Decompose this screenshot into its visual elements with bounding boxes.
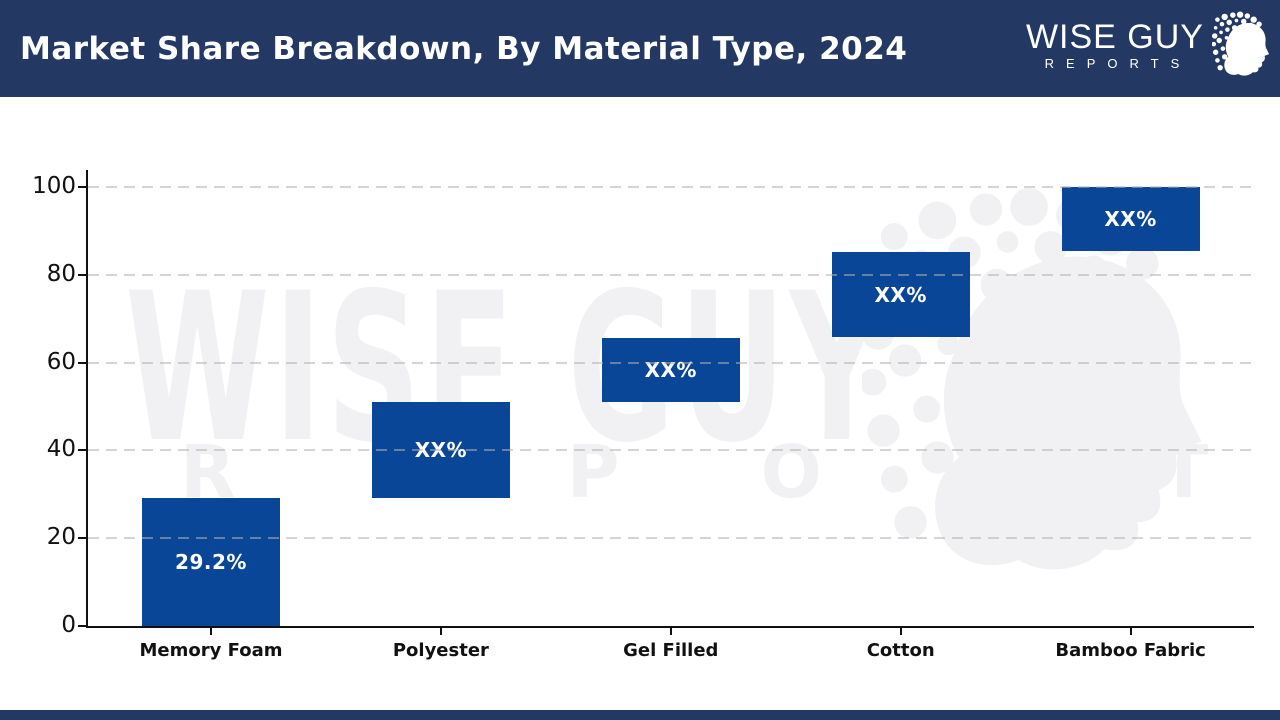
gridline (88, 361, 1254, 364)
footer-bar (0, 710, 1280, 720)
x-tick-mark (669, 628, 672, 635)
x-tick-label: Memory Foam (139, 640, 283, 661)
y-tick-label: 0 (61, 612, 76, 638)
y-tick-mark (78, 537, 86, 540)
y-axis (86, 170, 88, 628)
y-tick-label: 20 (46, 524, 76, 551)
bar-value-label: 29.2% (175, 549, 247, 574)
y-tick-label: 80 (46, 260, 76, 287)
bar-value-label: XX% (874, 282, 927, 307)
logo-text: WISE GUY REPORTS (1025, 17, 1204, 72)
gridline (88, 449, 1254, 452)
y-tick-mark (78, 625, 86, 627)
x-tick-label: Cotton (866, 640, 935, 661)
bar-bamboo-fabric: XX% (1061, 187, 1200, 251)
header-bar: Market Share Breakdown, By Material Type… (0, 0, 1280, 97)
gridline (88, 273, 1254, 276)
gridline (88, 186, 1254, 188)
x-tick-mark (210, 628, 212, 635)
x-tick-label: Gel Filled (623, 640, 719, 661)
gridline (88, 537, 1254, 540)
x-tick-mark (899, 628, 902, 635)
y-tick-label: 40 (46, 436, 76, 463)
wise-guy-logo: WISE GUY REPORTS (1026, 8, 1270, 82)
bar-cotton: XX% (831, 251, 970, 338)
logo-face-icon (1212, 8, 1270, 82)
y-tick-mark (78, 361, 86, 364)
x-axis (86, 626, 1254, 628)
x-tick-label: Polyester (392, 640, 489, 661)
x-tick-mark (1129, 628, 1132, 635)
y-tick-label: 100 (32, 173, 76, 199)
logo-reports-label: REPORTS (1044, 56, 1192, 72)
chart-title: Market Share Breakdown, By Material Type… (20, 30, 908, 67)
bar-gel-filled: XX% (601, 337, 740, 402)
x-tick-label: Bamboo Fabric (1055, 640, 1206, 661)
logo-wiseguy-label: WISE GUY (1025, 17, 1204, 56)
y-tick-mark (78, 273, 86, 276)
x-tick-mark (439, 628, 442, 635)
y-tick-label: 60 (46, 348, 76, 375)
bar-value-label: XX% (1104, 206, 1157, 231)
y-tick-mark (78, 449, 86, 452)
bar-memory-foam: 29.2% (142, 497, 280, 626)
y-tick-mark (78, 186, 86, 188)
